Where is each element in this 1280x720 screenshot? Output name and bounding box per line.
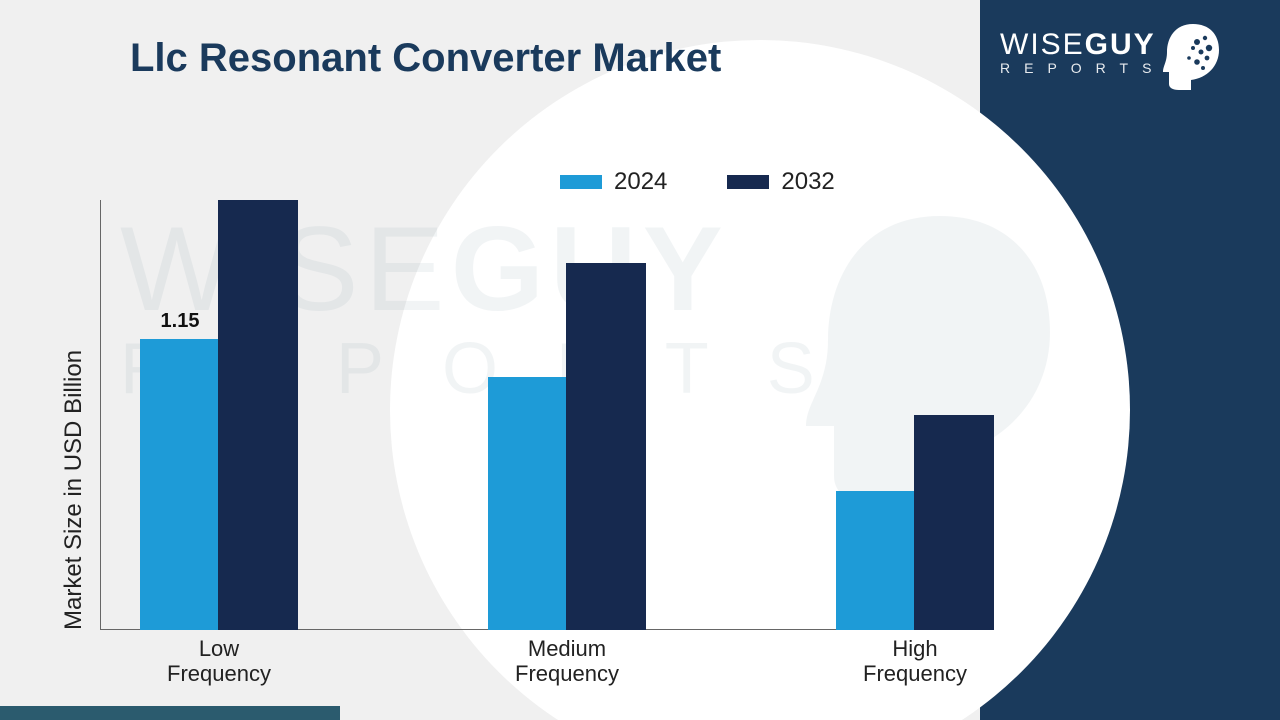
logo-line2: REPORTS [1000,60,1165,76]
logo-line1-prefix: WISE [1000,28,1085,61]
bar-value-label: 1.15 [161,310,200,333]
bar [218,200,298,630]
infographic-canvas: WISEGUY REPORTS WISEGUY REPORTS Llc Reso… [0,0,1280,720]
y-axis-line [100,200,101,630]
legend-item: 2024 [560,168,667,196]
footer-strip [0,706,340,720]
bar [488,377,568,630]
brand-logo: WISEGUY REPORTS [1000,28,1165,76]
legend-swatch [560,175,602,189]
logo-head-icon [1163,22,1223,92]
plot-area: LowFrequencyMediumFrequencyHighFrequency… [100,200,980,630]
legend-label: 2032 [781,168,834,196]
logo-line1-bold: GUY [1085,28,1156,61]
x-tick-label: HighFrequency [825,636,1005,687]
legend-swatch [727,175,769,189]
bar [836,491,916,630]
x-tick-label: LowFrequency [129,636,309,687]
bar-chart: Market Size in USD Billion LowFrequencyM… [100,200,980,630]
bar [914,415,994,630]
legend: 2024 2032 [560,168,835,196]
chart-title: Llc Resonant Converter Market [130,36,721,81]
bar [566,263,646,630]
y-axis-label: Market Size in USD Billion [60,350,88,630]
legend-item: 2032 [727,168,834,196]
legend-label: 2024 [614,168,667,196]
x-tick-label: MediumFrequency [477,636,657,687]
bar [140,339,220,630]
